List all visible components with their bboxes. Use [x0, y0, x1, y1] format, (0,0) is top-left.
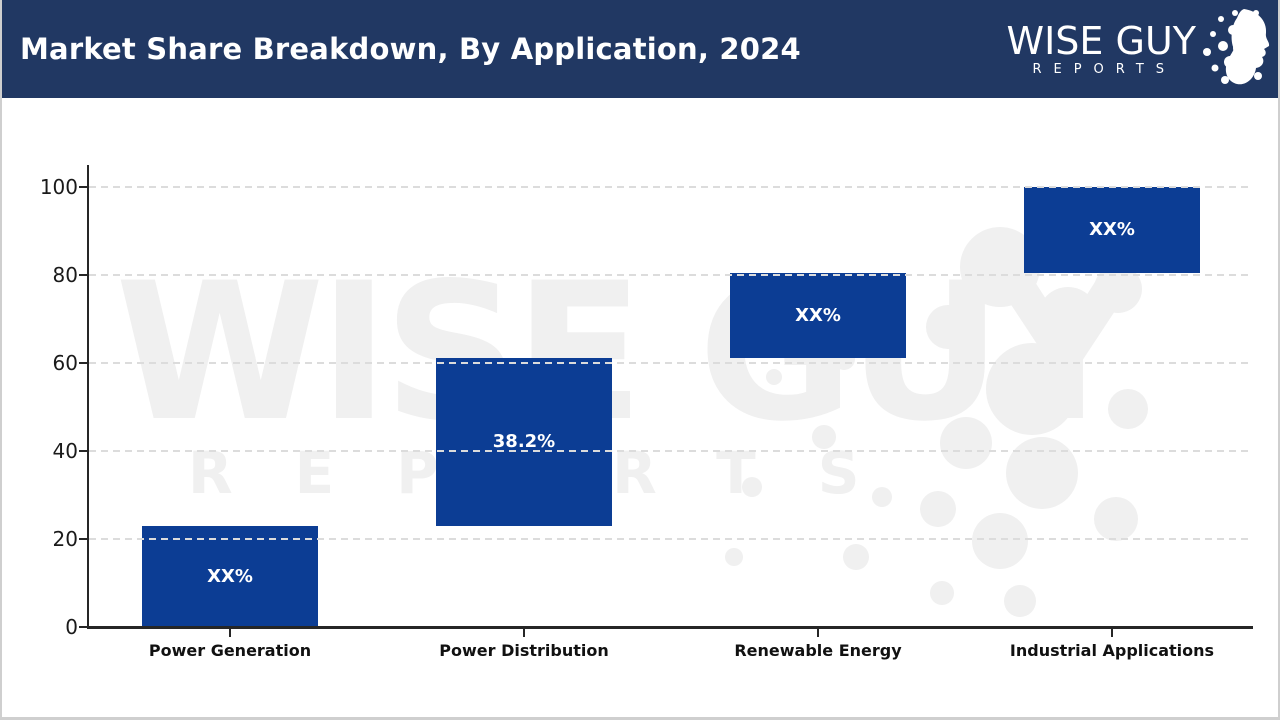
y-axis-tick	[79, 450, 87, 452]
header-bar: Market Share Breakdown, By Application, …	[0, 0, 1280, 98]
x-axis-tick	[229, 629, 231, 637]
gridline-y60	[89, 362, 1253, 364]
x-axis-category-label: Renewable Energy	[734, 641, 902, 660]
x-axis-tick	[1111, 629, 1113, 637]
y-axis-tick-label: 40	[52, 439, 78, 463]
bar-power-generation: XX%	[142, 525, 318, 627]
y-axis-tick-label: 100	[39, 175, 78, 199]
bar-value-label: XX%	[1089, 219, 1135, 241]
bar-value-label: XX%	[795, 304, 841, 326]
y-axis-tick-label: 60	[52, 351, 78, 375]
y-axis-tick	[79, 362, 87, 364]
bar-industrial-applications: XX%	[1024, 187, 1200, 273]
logo-sub-text: REPORTS	[1032, 62, 1177, 77]
x-axis-category-label: Industrial Applications	[1009, 641, 1215, 660]
bar-value-label: 38.2%	[492, 431, 556, 453]
x-axis-tick	[817, 629, 819, 637]
logo-face-icon	[1203, 9, 1270, 85]
watermark-wiseguy-text: WISE GUY	[115, 242, 1134, 463]
y-axis-tick-label: 80	[52, 263, 78, 287]
bar-power-distribution: 38.2%	[436, 357, 612, 526]
x-axis-tick	[523, 629, 525, 637]
x-axis-line	[87, 626, 1253, 629]
x-axis-category-label: Power Generation	[148, 641, 312, 660]
logo-name-text: WISE GUY	[1006, 19, 1196, 63]
gridline-y40	[89, 450, 1253, 452]
y-axis-tick-label: 20	[52, 527, 78, 551]
y-axis-tick	[79, 186, 87, 188]
y-axis-tick	[79, 626, 87, 628]
x-axis-category-label: Power Distribution	[439, 641, 609, 660]
y-axis-tick	[79, 274, 87, 276]
gridline-y20	[89, 538, 1253, 540]
y-axis-tick-label: 0	[65, 615, 78, 639]
bar-renewable-energy: XX%	[730, 272, 906, 358]
chart-title: Market Share Breakdown, By Application, …	[20, 32, 801, 66]
y-axis-tick	[79, 538, 87, 540]
gridline-y80	[89, 274, 1253, 276]
bar-value-label: XX%	[207, 565, 253, 587]
y-axis-line	[87, 165, 89, 629]
gridline-y100	[89, 186, 1253, 188]
wise-guy-reports-logo: WISE GUY REPORTS	[1007, 0, 1270, 98]
